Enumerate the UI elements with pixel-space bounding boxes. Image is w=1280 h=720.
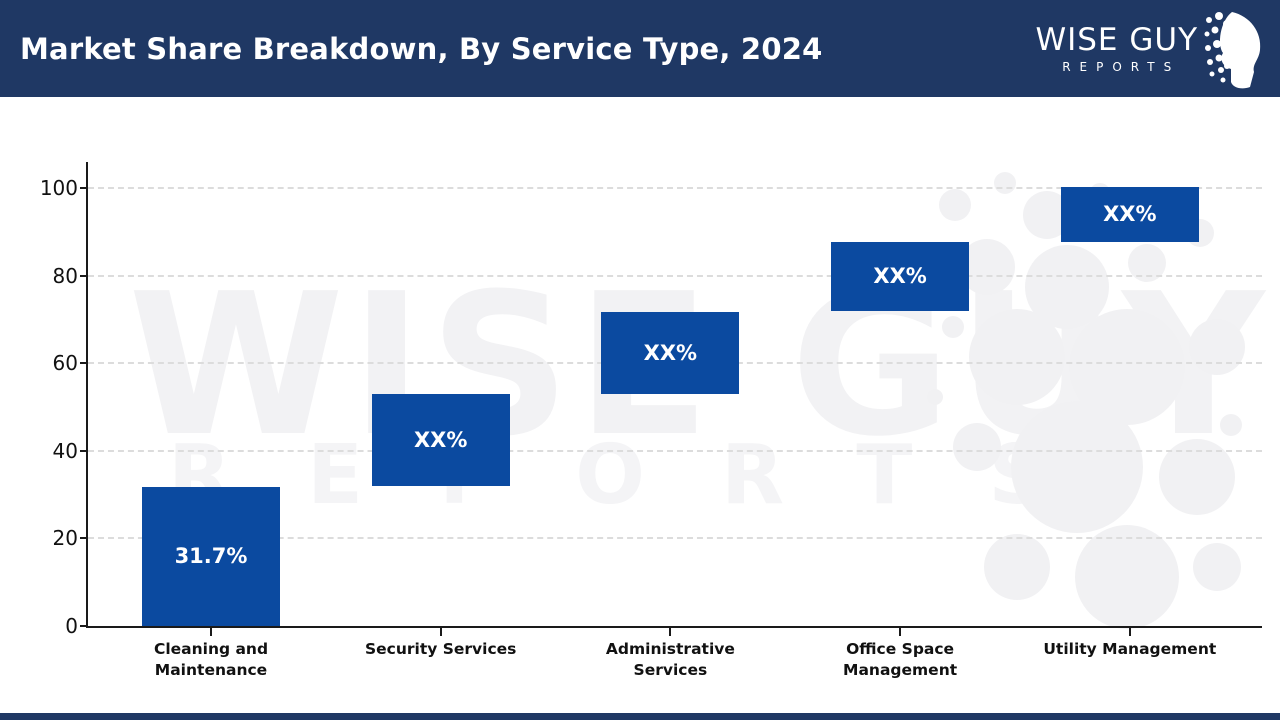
x-category-label: Security Services xyxy=(364,640,517,658)
bar: 31.7% xyxy=(142,486,280,626)
bar: XX% xyxy=(371,393,510,486)
footer-bar xyxy=(0,713,1280,720)
x-category-label: Utility Management xyxy=(1043,640,1217,658)
bar: XX% xyxy=(831,241,970,311)
grid-line xyxy=(88,187,1262,189)
bar-value-label: XX% xyxy=(873,264,927,289)
grid-line xyxy=(88,537,1262,539)
x-axis-tick xyxy=(1128,627,1131,636)
x-axis-line xyxy=(86,625,1262,628)
grid-line xyxy=(88,274,1262,277)
y-tick-label: 80 xyxy=(52,263,78,288)
x-category-label: Administrative Services xyxy=(605,640,735,679)
logo-reports-label: REPORTS xyxy=(1062,59,1181,74)
y-tick-label: 40 xyxy=(52,438,78,463)
y-tick-label: 0 xyxy=(65,613,78,638)
x-category-label: Office Space Management xyxy=(843,640,958,679)
wiseguy-logo: WISE GUY REPORTS xyxy=(1035,8,1280,90)
x-axis-tick xyxy=(899,627,902,636)
page-title: Market Share Breakdown, By Service Type,… xyxy=(20,31,823,66)
y-tick-label: 100 xyxy=(39,176,78,200)
header-bar: Market Share Breakdown, By Service Type,… xyxy=(0,0,1280,97)
bar-value-label: XX% xyxy=(643,340,698,365)
logo-wiseguy-label: WISE GUY xyxy=(1035,21,1198,58)
bar-value-label: XX% xyxy=(1103,202,1157,227)
bar-value-label: XX% xyxy=(413,427,468,452)
x-axis-tick xyxy=(210,627,212,636)
wiseguy-logo-text: WISE GUY REPORTS xyxy=(1035,21,1198,74)
wiseguy-logo-face-icon xyxy=(1204,11,1261,88)
x-axis-tick xyxy=(439,627,442,636)
y-axis-tick xyxy=(80,624,88,627)
bar: XX% xyxy=(1060,186,1199,242)
x-category-label: Cleaning and Maintenance xyxy=(153,640,269,679)
bar-value-label: 31.7% xyxy=(174,544,248,569)
bar: XX% xyxy=(601,311,740,394)
y-axis-line xyxy=(86,162,88,628)
y-axis-tick xyxy=(80,449,88,452)
y-tick-label: 20 xyxy=(52,526,78,550)
y-axis-tick xyxy=(80,274,88,277)
x-axis-tick xyxy=(669,627,672,636)
grid-line xyxy=(88,449,1262,452)
y-tick-label: 60 xyxy=(52,351,78,375)
y-axis-tick xyxy=(80,187,88,189)
y-axis-tick xyxy=(80,362,88,364)
y-axis-tick xyxy=(80,537,88,539)
